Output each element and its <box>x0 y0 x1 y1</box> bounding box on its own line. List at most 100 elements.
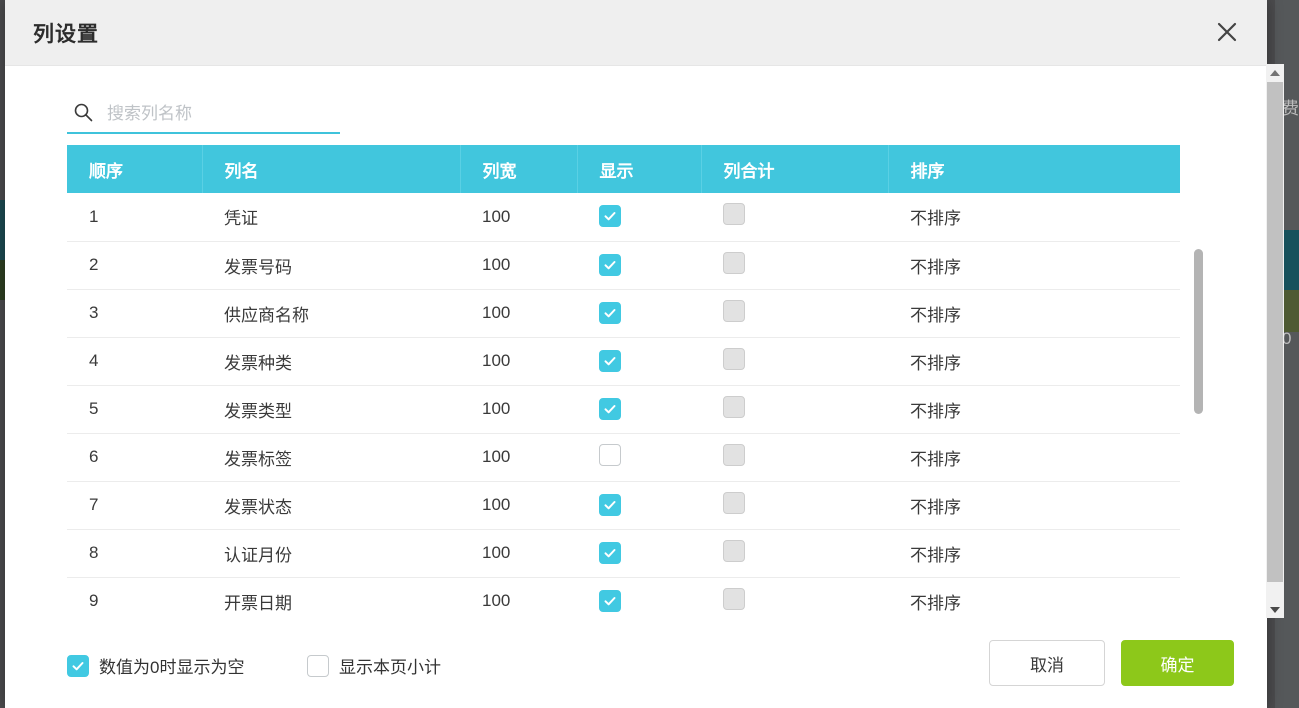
cell-column-name: 发票标签 <box>202 433 460 482</box>
search-field[interactable] <box>67 96 340 134</box>
background-text: 费 <box>1282 99 1299 118</box>
cell-sort[interactable]: 不排序 <box>888 577 1180 622</box>
display-checkbox[interactable] <box>599 493 621 516</box>
table-row[interactable]: 8 认证月份 100 不排序 <box>67 529 1180 578</box>
table-row[interactable]: 7 发票状态 100 不排序 <box>67 481 1180 530</box>
header-display[interactable]: 显示 <box>577 145 702 193</box>
confirm-button[interactable]: 确定 <box>1121 640 1234 686</box>
cell-column-name: 发票号码 <box>202 241 460 290</box>
table-row[interactable]: 2 发票号码 100 不排序 <box>67 241 1180 290</box>
display-checkbox[interactable] <box>599 443 621 466</box>
cell-column-total <box>701 385 888 434</box>
cell-display <box>577 193 701 242</box>
close-icon[interactable] <box>1207 12 1247 52</box>
cell-column-name: 发票状态 <box>202 481 460 530</box>
page-subtotal-checkbox[interactable] <box>307 654 329 677</box>
cell-display <box>577 577 701 622</box>
cell-order: 2 <box>67 241 202 290</box>
column-total-checkbox[interactable] <box>723 395 745 418</box>
table-row[interactable]: 3 供应商名称 100 不排序 <box>67 289 1180 338</box>
cell-display <box>577 481 701 530</box>
column-total-checkbox[interactable] <box>723 203 745 226</box>
header-sort[interactable]: 排序 <box>888 145 1180 193</box>
page-subtotal-checkbox-row[interactable]: 显示本页小计 <box>307 653 441 678</box>
column-total-checkbox[interactable] <box>723 347 745 370</box>
header-width[interactable]: 列宽 <box>460 145 578 193</box>
dialog-scrollbar[interactable] <box>1194 186 1203 616</box>
column-total-checkbox[interactable] <box>723 299 745 322</box>
background-strip <box>0 300 5 708</box>
cell-sort[interactable]: 不排序 <box>888 337 1180 386</box>
cell-column-width[interactable]: 100 <box>460 577 577 622</box>
scroll-up-arrow-icon[interactable] <box>1266 64 1284 81</box>
cancel-button[interactable]: 取消 <box>989 640 1105 686</box>
column-total-checkbox[interactable] <box>723 491 745 514</box>
dialog-title: 列设置 <box>33 23 99 46</box>
zero-blank-checkbox-row[interactable]: 数值为0时显示为空 <box>67 653 244 678</box>
cell-order: 6 <box>67 433 202 482</box>
cell-column-total <box>701 289 888 338</box>
cell-sort[interactable]: 不排序 <box>888 529 1180 578</box>
scroll-down-arrow-icon[interactable] <box>1266 601 1284 618</box>
display-checkbox[interactable] <box>599 301 621 324</box>
cell-column-width[interactable]: 100 <box>460 241 577 290</box>
page-scrollbar-thumb[interactable] <box>1267 82 1283 582</box>
display-checkbox[interactable] <box>599 397 621 420</box>
cell-column-name: 发票种类 <box>202 337 460 386</box>
header-name[interactable]: 列名 <box>202 145 461 193</box>
cell-column-width[interactable]: 100 <box>460 385 577 434</box>
display-checkbox[interactable] <box>599 349 621 372</box>
cell-order: 3 <box>67 289 202 338</box>
column-settings-dialog: 列设置 <box>5 0 1267 708</box>
cell-sort[interactable]: 不排序 <box>888 481 1180 530</box>
columns-table-wrap: 顺序 列名 列宽 显示 列合计 排序 1 凭证 100 不排序 2 发票号码 100 不排序 3… <box>67 145 1180 622</box>
column-total-checkbox[interactable] <box>723 443 745 466</box>
display-checkbox[interactable] <box>599 541 621 564</box>
header-total[interactable]: 列合计 <box>701 145 889 193</box>
display-checkbox[interactable] <box>599 253 621 276</box>
cell-column-total <box>701 481 888 530</box>
cell-display <box>577 289 701 338</box>
cell-order: 7 <box>67 481 202 530</box>
background-strip <box>0 0 5 200</box>
cell-order: 8 <box>67 529 202 578</box>
cell-display <box>577 529 701 578</box>
cell-column-width[interactable]: 100 <box>460 193 577 242</box>
table-row[interactable]: 5 发票类型 100 不排序 <box>67 385 1180 434</box>
cell-column-width[interactable]: 100 <box>460 337 577 386</box>
background-strip <box>0 200 5 260</box>
cell-column-width[interactable]: 100 <box>460 481 577 530</box>
display-checkbox[interactable] <box>599 205 621 228</box>
cell-order: 1 <box>67 193 202 242</box>
cell-column-width[interactable]: 100 <box>460 289 577 338</box>
search-input[interactable] <box>105 103 324 125</box>
cell-column-width[interactable]: 100 <box>460 529 577 578</box>
zero-blank-label: 数值为0时显示为空 <box>99 658 245 677</box>
cell-column-name: 凭证 <box>202 193 460 242</box>
header-order[interactable]: 顺序 <box>67 145 203 193</box>
cell-sort[interactable]: 不排序 <box>888 433 1180 482</box>
cell-sort[interactable]: 不排序 <box>888 385 1180 434</box>
dialog-scrollbar-thumb[interactable] <box>1194 249 1203 414</box>
display-checkbox[interactable] <box>599 589 621 612</box>
cell-column-width[interactable]: 100 <box>460 433 577 482</box>
cell-column-total <box>701 337 888 386</box>
page-scrollbar[interactable] <box>1266 64 1284 618</box>
zero-blank-checkbox[interactable] <box>67 654 89 677</box>
table-row[interactable]: 9 开票日期 100 不排序 <box>67 577 1180 622</box>
background-text: 0 <box>1282 329 1292 348</box>
cell-sort[interactable]: 不排序 <box>888 289 1180 338</box>
cell-sort[interactable]: 不排序 <box>888 241 1180 290</box>
cell-column-name: 认证月份 <box>202 529 460 578</box>
table-row[interactable]: 4 发票种类 100 不排序 <box>67 337 1180 386</box>
cell-column-name: 发票类型 <box>202 385 460 434</box>
column-total-checkbox[interactable] <box>723 539 745 562</box>
cell-sort[interactable]: 不排序 <box>888 193 1180 242</box>
cell-order: 4 <box>67 337 202 386</box>
column-total-checkbox[interactable] <box>723 587 745 610</box>
table-row[interactable]: 1 凭证 100 不排序 <box>67 193 1180 242</box>
cell-order: 9 <box>67 577 202 622</box>
column-total-checkbox[interactable] <box>723 251 745 274</box>
columns-table: 顺序 列名 列宽 显示 列合计 排序 1 凭证 100 不排序 2 发票号码 100 不排序 3… <box>67 145 1180 622</box>
table-row[interactable]: 6 发票标签 100 不排序 <box>67 433 1180 482</box>
